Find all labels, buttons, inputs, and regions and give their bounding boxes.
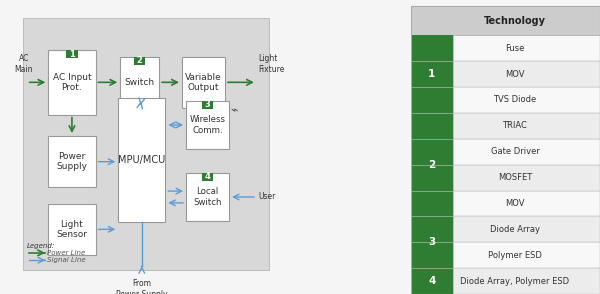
Text: 3: 3 <box>205 100 211 109</box>
Text: User: User <box>258 193 275 201</box>
Text: AC
Main: AC Main <box>14 54 33 74</box>
Text: Variable
Output: Variable Output <box>185 73 222 92</box>
Text: 4: 4 <box>205 172 211 181</box>
Text: Legend:: Legend: <box>27 243 55 249</box>
FancyBboxPatch shape <box>202 101 214 109</box>
Text: TRIAC: TRIAC <box>503 121 527 130</box>
Text: MOV: MOV <box>505 70 525 78</box>
Text: Diode Array, Polymer ESD: Diode Array, Polymer ESD <box>460 277 569 285</box>
FancyBboxPatch shape <box>411 87 600 113</box>
FancyBboxPatch shape <box>48 136 95 188</box>
FancyBboxPatch shape <box>134 56 145 65</box>
FancyBboxPatch shape <box>411 35 452 113</box>
Text: Power Line: Power Line <box>47 250 86 256</box>
FancyBboxPatch shape <box>411 113 452 216</box>
FancyBboxPatch shape <box>411 216 452 268</box>
FancyBboxPatch shape <box>411 268 600 294</box>
Text: Fuse: Fuse <box>505 44 524 53</box>
Text: 2: 2 <box>428 160 436 170</box>
Text: Wireless
Comm.: Wireless Comm. <box>190 115 226 135</box>
FancyBboxPatch shape <box>186 173 229 221</box>
Text: Light
Fixture: Light Fixture <box>258 54 284 74</box>
Text: 4: 4 <box>428 276 436 286</box>
FancyBboxPatch shape <box>411 6 600 35</box>
FancyBboxPatch shape <box>118 98 166 222</box>
Text: 3: 3 <box>428 237 436 247</box>
Text: Technology: Technology <box>484 16 546 26</box>
Text: MOSFET: MOSFET <box>498 173 532 182</box>
FancyBboxPatch shape <box>411 139 600 165</box>
FancyBboxPatch shape <box>48 50 95 115</box>
Text: 1: 1 <box>428 69 436 79</box>
FancyBboxPatch shape <box>411 61 600 87</box>
Text: Light
Sensor: Light Sensor <box>56 220 88 239</box>
Text: ⌁: ⌁ <box>230 104 238 117</box>
Text: MOV: MOV <box>505 199 525 208</box>
Text: MPU/MCU: MPU/MCU <box>118 155 166 165</box>
Text: Polymer ESD: Polymer ESD <box>488 251 542 260</box>
Text: AC Input
Prot.: AC Input Prot. <box>53 73 91 92</box>
FancyBboxPatch shape <box>411 191 600 216</box>
FancyBboxPatch shape <box>48 203 95 255</box>
FancyBboxPatch shape <box>411 165 600 191</box>
Text: From
Power Supply: From Power Supply <box>116 279 167 294</box>
FancyBboxPatch shape <box>186 101 229 149</box>
FancyBboxPatch shape <box>411 242 600 268</box>
FancyBboxPatch shape <box>202 173 214 181</box>
FancyBboxPatch shape <box>23 18 269 270</box>
FancyBboxPatch shape <box>120 57 159 108</box>
Text: 1: 1 <box>69 50 75 59</box>
FancyBboxPatch shape <box>411 216 600 242</box>
FancyBboxPatch shape <box>182 57 225 108</box>
Text: TVS Diode: TVS Diode <box>493 96 536 104</box>
Text: Power
Supply: Power Supply <box>56 152 88 171</box>
FancyBboxPatch shape <box>411 113 600 139</box>
Text: Switch: Switch <box>125 78 155 87</box>
FancyBboxPatch shape <box>66 50 77 58</box>
Text: Diode Array: Diode Array <box>490 225 540 234</box>
Text: Signal Line: Signal Line <box>47 257 86 263</box>
Text: 2: 2 <box>137 56 143 65</box>
FancyBboxPatch shape <box>411 35 600 61</box>
Text: Gate Driver: Gate Driver <box>491 147 539 156</box>
FancyBboxPatch shape <box>411 268 452 294</box>
Text: Local
Switch: Local Switch <box>193 187 222 207</box>
